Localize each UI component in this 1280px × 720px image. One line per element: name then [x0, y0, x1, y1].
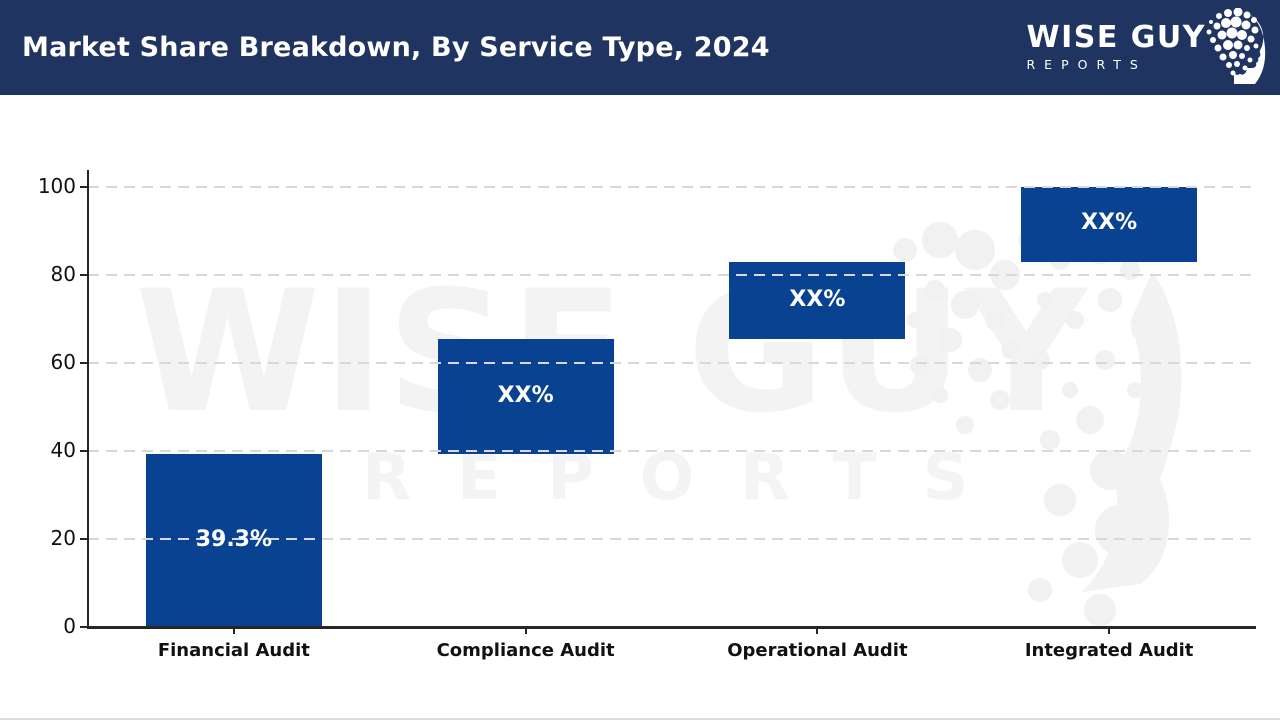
- y-tick-label: 80: [50, 262, 76, 286]
- y-tick-mark: [80, 450, 87, 452]
- brand-text: WISE GUY REPORTS: [1026, 20, 1206, 73]
- y-axis-line: [87, 170, 89, 629]
- y-tick-mark: [80, 186, 87, 188]
- x-tick-mark: [816, 627, 819, 634]
- x-axis-line: [87, 626, 1256, 629]
- y-tick-mark: [80, 626, 87, 628]
- bar-value-compliance-audit: XX%: [497, 382, 554, 408]
- gridline-40: [88, 450, 1255, 452]
- y-tick-label: 40: [50, 438, 76, 462]
- page-title: Market Share Breakdown, By Service Type,…: [22, 32, 770, 63]
- brand-head-icon: [1206, 7, 1266, 84]
- x-tick-mark: [524, 627, 527, 634]
- bar-value-integrated-audit: XX%: [1081, 210, 1138, 236]
- gridline-100: [88, 186, 1255, 188]
- watermark-head-graphic: [893, 222, 1182, 626]
- brand-sub: REPORTS: [1026, 57, 1147, 72]
- x-axis-label-integrated-audit: Integrated Audit: [1024, 640, 1194, 661]
- x-axis-label-compliance-audit: Compliance Audit: [436, 640, 615, 661]
- gridline-20: [88, 538, 1255, 540]
- header-bar: Market Share Breakdown, By Service Type,…: [0, 0, 1280, 95]
- bar-integrated-audit: [1021, 187, 1198, 262]
- y-tick-mark: [80, 538, 87, 540]
- x-tick-mark: [232, 627, 235, 634]
- x-axis-label-financial-audit: Financial Audit: [157, 640, 310, 661]
- brand-name: WISE GUY: [1026, 20, 1206, 55]
- y-tick-label: 100: [37, 174, 76, 198]
- bar-compliance-audit: [437, 339, 614, 455]
- watermark-text-line2: REPORTS: [362, 441, 1015, 515]
- y-tick-label: 20: [50, 526, 76, 550]
- bar-value-financial-audit: 39.3%: [195, 526, 273, 552]
- brand-logo: WISE GUY REPORTS: [1026, 7, 1266, 88]
- gridline-80: [88, 274, 1255, 276]
- bottom-border: [0, 718, 1280, 720]
- x-axis-label-operational-audit: Operational Audit: [727, 640, 908, 661]
- y-tick-label: 60: [50, 350, 76, 374]
- gridline-60: [88, 362, 1255, 364]
- bar-financial-audit: [145, 454, 322, 627]
- y-tick-mark: [80, 362, 87, 364]
- y-tick-mark: [80, 274, 87, 276]
- y-tick-label: 0: [63, 614, 76, 638]
- bar-value-operational-audit: XX%: [789, 286, 846, 312]
- x-tick-mark: [1108, 627, 1111, 634]
